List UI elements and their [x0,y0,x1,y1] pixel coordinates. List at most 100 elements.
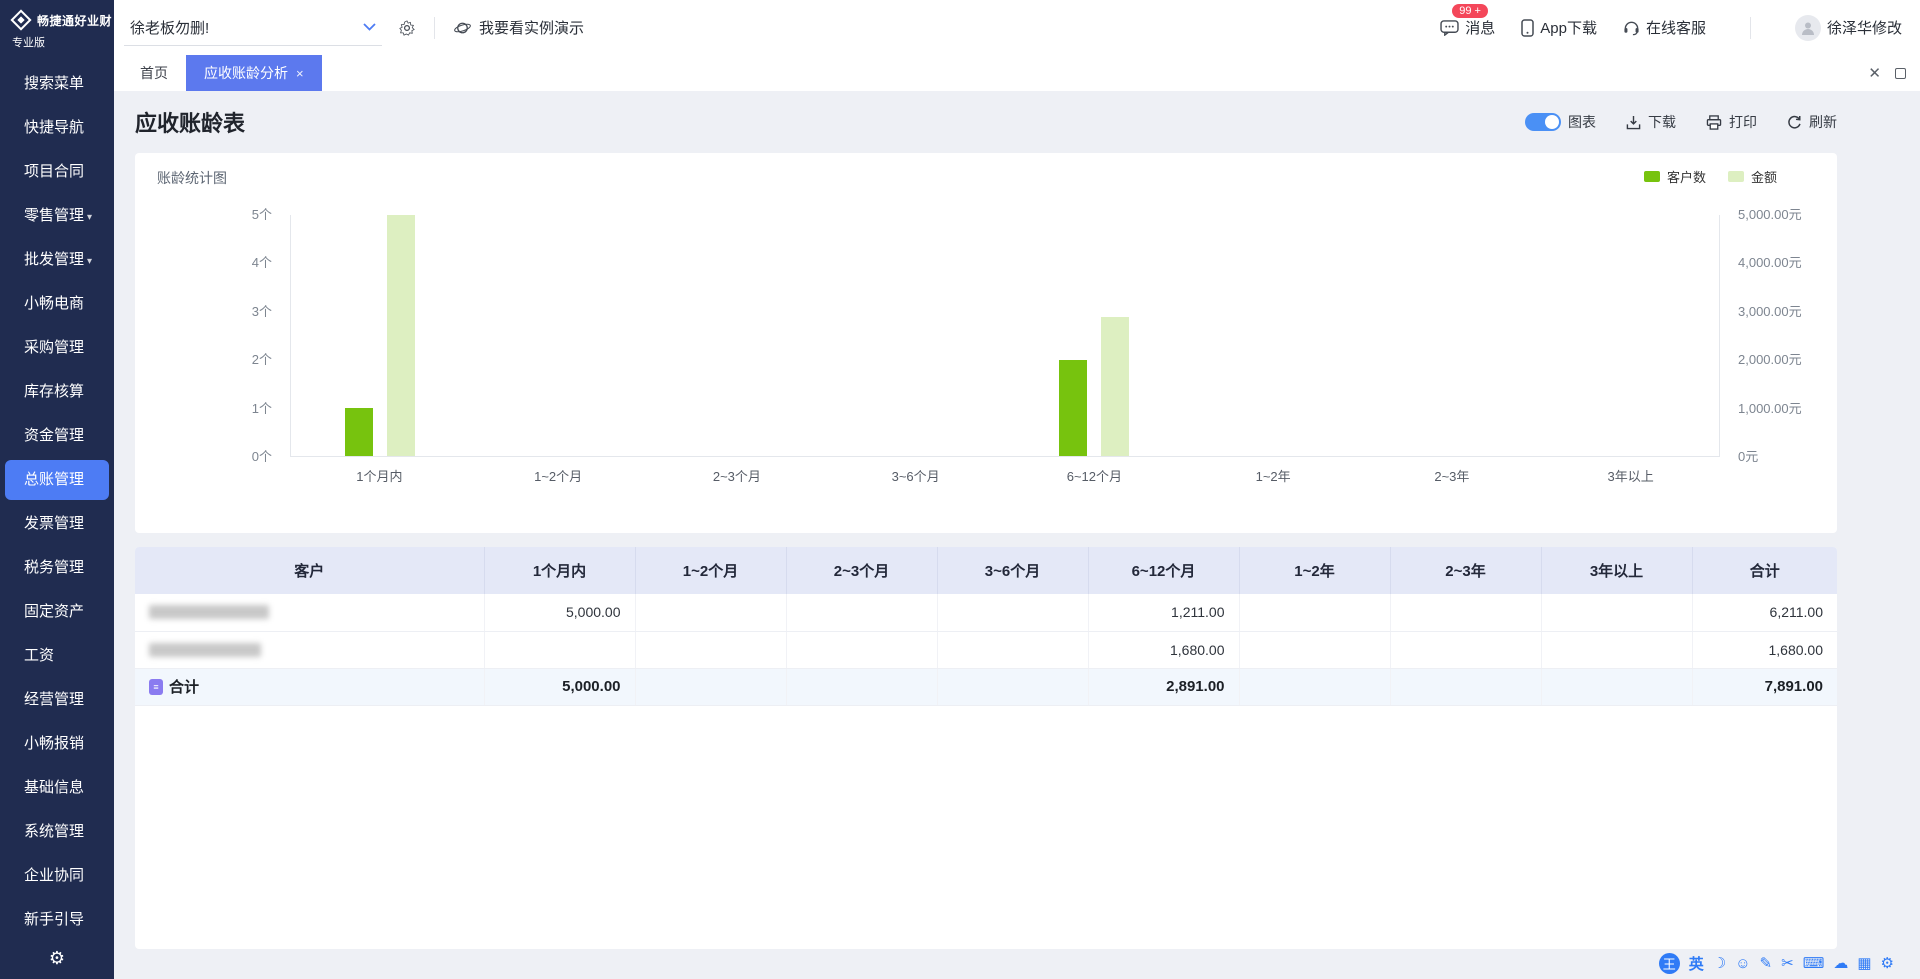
column-header-2~3个月: 2~3个月 [786,547,938,594]
sidebar-item-批发管理[interactable]: 批发管理 ▾ [24,251,93,268]
chinese-mode-icon[interactable]: 王 [1658,952,1680,974]
sidebar-settings-icon[interactable]: ⚙ [48,947,66,968]
keyboard-icon[interactable]: ⌨ [1802,955,1825,972]
refresh-label: 刷新 [1809,114,1837,130]
toolbox-icon[interactable]: ⚙ [1880,955,1894,972]
tab-close-icon[interactable]: × [296,65,304,81]
column-header-3年以上: 3年以上 [1541,547,1693,594]
cloud-icon[interactable]: ☁ [1833,955,1849,972]
sidebar-item-零售管理[interactable]: 零售管理 ▾ [24,207,93,224]
sidebar-item-新手引导[interactable]: 新手引导 [24,911,85,928]
sidebar-item-总账管理[interactable]: 总账管理 [5,460,109,500]
topbar-divider [1749,16,1751,39]
table-total-cell [1390,668,1542,706]
table-cell [1239,594,1391,632]
expand-icon[interactable] [1895,67,1906,79]
legend-item-客户数[interactable]: 客户数 [1643,167,1706,186]
table-cell [484,631,636,669]
total-label: 合计 [169,679,200,696]
sidebar-item-小畅报销[interactable]: 小畅报销 [24,735,85,752]
x-axis-label: 3年以上 [1607,469,1654,484]
tab-首页[interactable]: 首页 [122,55,186,91]
sidebar-item-经营管理[interactable]: 经营管理 [24,691,85,708]
table-cell [786,631,938,669]
support-label: 在线客服 [1645,20,1706,37]
sidebar-item-企业协同[interactable]: 企业协同 [24,867,85,884]
table-cell [937,594,1089,632]
table-body: 5,000.00 1,211.00 6,211.00 1,680.00 1,680.00… [135,594,1837,706]
bar-金额-6~12个月 [1101,316,1130,456]
table-total-cell: 2,891.00 [1088,668,1240,706]
main-area: 徐老板勿删! 我要看实例演示 [114,0,1920,979]
sidebar-item-快捷导航[interactable]: 快捷导航 [24,119,85,136]
table-cell [1541,594,1693,632]
chart-toggle[interactable]: 图表 [1525,112,1596,132]
refresh-button[interactable]: 刷新 [1787,112,1837,132]
app-download-label: App下载 [1540,20,1597,37]
account-selector[interactable]: 徐老板勿删! [124,10,382,46]
print-label: 打印 [1729,114,1757,130]
x-axis-label: 2~3年 [1434,469,1470,484]
table-cell: 5,000.00 [484,594,636,632]
user-menu[interactable]: 徐泽华修改 [1794,14,1902,41]
halfwidth-icon[interactable]: ☽ [1712,955,1727,972]
x-axis-label: 3~6个月 [891,469,940,484]
column-header-1个月内: 1个月内 [484,547,636,594]
chart-left-axis: 0个 1个 2个 3个 4个 5个 [135,207,282,464]
close-icon[interactable]: ✕ [1868,65,1881,82]
sidebar-item-系统管理[interactable]: 系统管理 [24,823,85,840]
table-total-cell: 7,891.00 [1692,668,1837,706]
username: 徐泽华修改 [1826,20,1902,37]
table-cell: 1,680.00 [1088,631,1240,669]
skin-icon[interactable]: ▦ [1857,955,1872,972]
right-axis-tick: 0元 [1738,449,1759,464]
avatar [1794,14,1821,41]
support-button[interactable]: 在线客服 [1623,17,1706,38]
app-download-button[interactable]: App下载 [1521,17,1597,38]
sidebar-item-发票管理[interactable]: 发票管理 [24,515,85,532]
table-total-cell [1541,668,1693,706]
sidebar-item-工资[interactable]: 工资 [24,647,55,664]
sidebar-item-项目合同[interactable]: 项目合同 [24,163,85,180]
download-button[interactable]: 下载 [1626,112,1676,132]
chart-legend: 客户数 金额 [1643,167,1777,186]
column-header-1~2年: 1~2年 [1239,547,1391,594]
settings-gear-icon[interactable] [398,19,416,37]
emoji-icon[interactable]: ☺ [1735,954,1751,972]
sidebar-item-税务管理[interactable]: 税务管理 [24,559,85,576]
sidebar-item-小畅电商[interactable]: 小畅电商 [24,295,85,312]
page-header: 应收账龄表 图表 下载 [135,91,1837,153]
messages-button[interactable]: 99 + 消息 [1440,4,1495,38]
chart-toggle-label: 图表 [1568,114,1596,130]
sidebar-item-搜索菜单[interactable]: 搜索菜单 [24,75,85,92]
table-cell [635,631,787,669]
brand-logo-icon [10,9,32,31]
sidebar-item-资金管理[interactable]: 资金管理 [24,427,85,444]
sidebar-item-固定资产[interactable]: 固定资产 [24,603,85,620]
screenshot-icon[interactable]: ✂ [1781,955,1794,972]
handwriting-icon[interactable]: ✎ [1759,955,1773,972]
column-header-客户: 客户 [135,547,485,594]
sidebar-item-采购管理[interactable]: 采购管理 [24,339,85,356]
customer-name-redacted [149,642,261,657]
english-mode-icon[interactable]: 英 [1688,955,1704,973]
chart-category-slot [1362,215,1541,456]
sidebar-item-库存核算[interactable]: 库存核算 [24,383,85,400]
tab-label: 首页 [140,65,168,81]
chart-category-slot [1541,215,1720,456]
table-cell [1390,594,1542,632]
brand-name: 畅捷通好业财 [37,13,113,28]
chart-toggle-switch[interactable] [1525,113,1561,131]
sidebar-item-基础信息[interactable]: 基础信息 [24,779,85,796]
ime-toolbar: 王英 ☽ ☺ ✎ ✂ ⌨ ☁ ▦ ⚙ [1658,952,1894,974]
demo-link[interactable]: 我要看实例演示 [453,17,584,38]
planet-icon [453,20,472,36]
tab-应收账龄分析[interactable]: 应收账龄分析 × [186,55,322,91]
print-button[interactable]: 打印 [1706,112,1757,132]
left-axis-tick: 4个 [251,255,272,271]
legend-item-金额[interactable]: 金额 [1727,167,1777,186]
brand-logo: 畅捷通好业财 专业版 [0,0,114,56]
chart-title: 账龄统计图 [157,170,227,186]
left-axis-tick: 5个 [251,207,272,222]
page-title: 应收账龄表 [135,111,246,136]
